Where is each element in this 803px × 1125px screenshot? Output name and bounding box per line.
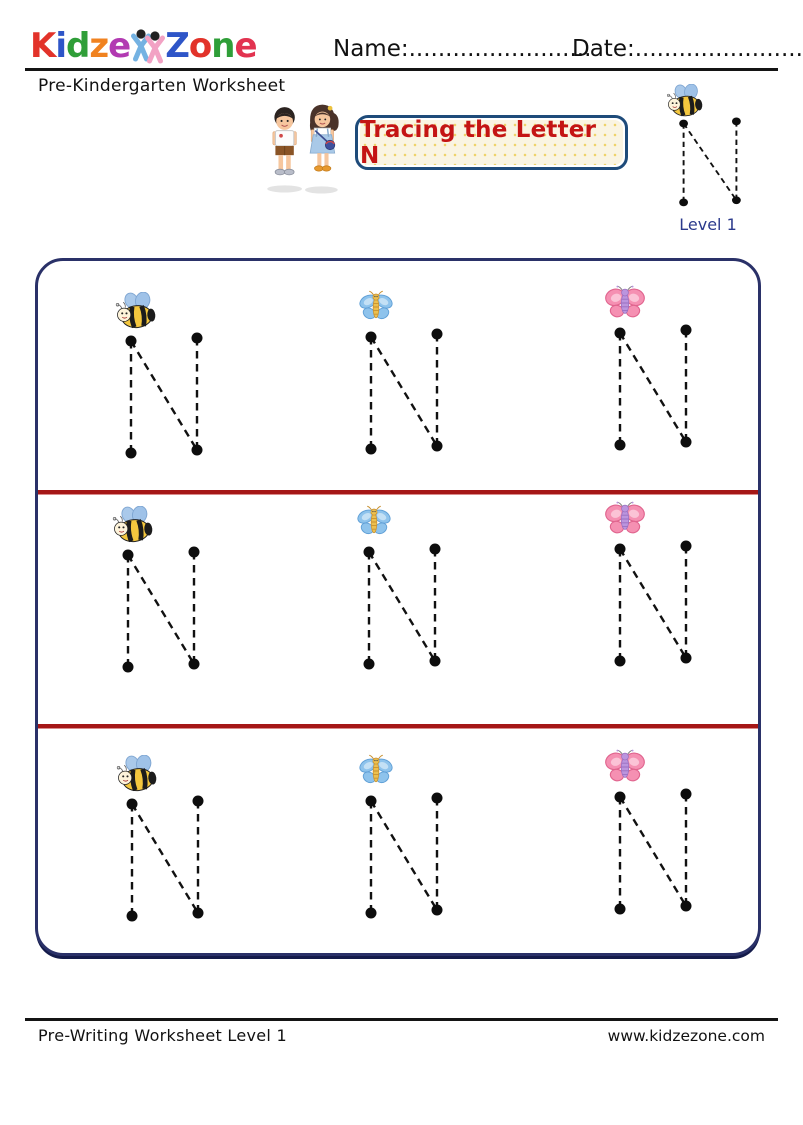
- dotted-letter-n: [364, 325, 444, 457]
- footer-divider-line: [25, 1018, 778, 1021]
- title-banner: Tracing the Letter N: [355, 115, 628, 170]
- footer-website-url: www.kidzezone.com: [607, 1027, 765, 1045]
- bee-icon: [113, 292, 159, 330]
- dotted-letter-n: [613, 321, 693, 453]
- dotted-letter-n: [121, 543, 201, 675]
- row-divider-line: [38, 490, 758, 495]
- dotted-letter-n: [362, 540, 442, 672]
- tracing-grid-box: [35, 258, 761, 956]
- logo-letter: o: [188, 26, 212, 66]
- logo-kids-icon: [128, 26, 168, 66]
- logo-letter: e: [234, 26, 257, 66]
- level-badge: Level 1: [679, 215, 737, 234]
- bee-icon: [114, 755, 160, 793]
- bee-icon: [110, 506, 156, 544]
- dragonfly-icon: [355, 504, 393, 540]
- logo-text-kidze: Kidze: [30, 26, 131, 66]
- title-banner-background: Tracing the Letter N: [360, 117, 623, 169]
- page-title: Tracing the Letter N: [360, 116, 597, 169]
- date-label: Date:: [572, 36, 635, 62]
- dotted-letter-n: [124, 329, 204, 461]
- name-label: Name:: [333, 36, 409, 62]
- date-dotted-line: .......................: [634, 36, 803, 62]
- worksheet-subtitle: Pre-Kindergarten Worksheet: [38, 76, 286, 96]
- logo: Kidze Zone: [30, 24, 258, 68]
- dotted-letter-n: [125, 792, 205, 924]
- logo-letter: Z: [165, 26, 190, 66]
- footer-left-text: Pre-Writing Worksheet Level 1: [38, 1026, 288, 1045]
- sample-dotted-letter-n: [678, 115, 742, 208]
- header-divider-line: [25, 68, 778, 71]
- butterfly-icon: [604, 749, 646, 785]
- boy-and-girl-illustration: [260, 100, 346, 194]
- name-dotted-line: .........................: [408, 36, 592, 62]
- dragonfly-icon: [357, 289, 395, 325]
- logo-text-zone: Zone: [165, 26, 257, 66]
- bee-icon: [664, 84, 706, 118]
- dotted-letter-n: [613, 537, 693, 669]
- logo-letter: e: [108, 26, 131, 66]
- date-field: Date:.......................: [572, 36, 803, 62]
- butterfly-icon: [604, 501, 646, 537]
- name-field: Name:.........................: [333, 36, 591, 62]
- dotted-letter-n: [613, 785, 693, 917]
- logo-letter: n: [211, 26, 235, 66]
- dragonfly-icon: [357, 753, 395, 789]
- row-divider-line: [38, 724, 758, 729]
- logo-letter: d: [66, 26, 90, 66]
- butterfly-icon: [604, 285, 646, 321]
- logo-letter: K: [30, 26, 56, 66]
- logo-letter: i: [55, 26, 67, 66]
- logo-letter: z: [89, 26, 109, 66]
- dotted-letter-n: [364, 789, 444, 921]
